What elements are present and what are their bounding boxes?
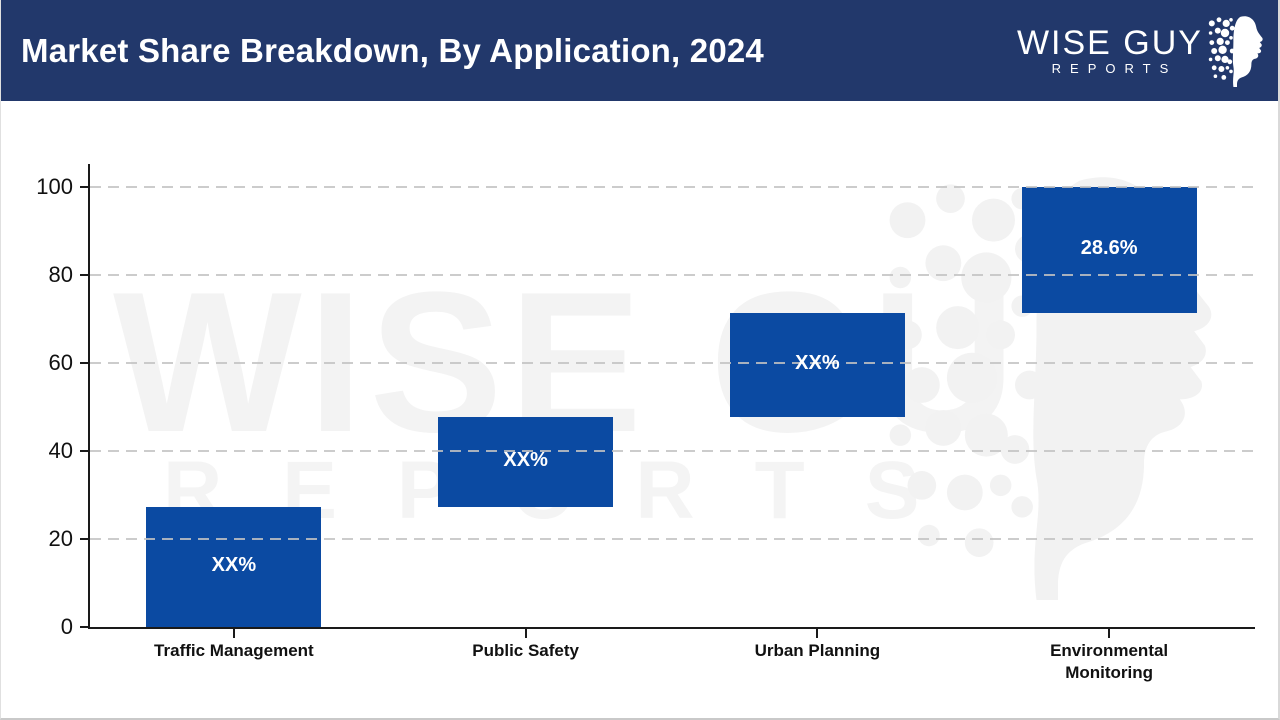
bar-value-label: XX% xyxy=(795,351,840,374)
y-tick-20 xyxy=(80,538,88,540)
chart-title: Market Share Breakdown, By Application, … xyxy=(21,31,764,69)
x-axis-line xyxy=(88,627,1255,629)
y-axis-line xyxy=(88,164,90,629)
brand-name: WISE GUY xyxy=(1016,23,1203,62)
gridline-y-20 xyxy=(90,538,1255,540)
x-tick-1 xyxy=(524,629,527,638)
bar-value-label: XX% xyxy=(503,449,548,471)
x-category-label: Traffic Management xyxy=(154,641,314,660)
x-category-label: Public Safety xyxy=(472,641,579,660)
y-tick-label: 0 xyxy=(60,614,73,639)
y-tick-label: 100 xyxy=(36,174,73,199)
brand-face-icon xyxy=(1207,7,1267,95)
y-tick-60 xyxy=(80,362,88,364)
brand-subtitle: REPORTS xyxy=(1051,60,1178,76)
y-tick-80 xyxy=(80,274,88,276)
y-tick-label: 40 xyxy=(48,438,73,463)
y-tick-100 xyxy=(80,186,88,188)
bar-value-label: 28.6% xyxy=(1080,236,1138,259)
x-category-label: Environmental Monitoring xyxy=(1050,641,1169,682)
header-bar: Market Share Breakdown, By Application, … xyxy=(1,0,1280,101)
bar-0 xyxy=(146,506,322,627)
y-tick-40 xyxy=(80,450,88,452)
gridline-y-100 xyxy=(90,186,1255,188)
brand-logo-text: WISE GUY REPORTS xyxy=(1017,25,1203,77)
y-tick-label: 80 xyxy=(48,262,73,287)
gridline-y-80 xyxy=(90,274,1255,276)
y-tick-0 xyxy=(80,626,88,628)
x-tick-2 xyxy=(816,629,819,638)
x-tick-3 xyxy=(1108,629,1111,638)
brand-logo: WISE GUY REPORTS xyxy=(1017,7,1280,95)
gridline-y-40 xyxy=(90,450,1255,452)
x-tick-0 xyxy=(232,629,235,638)
bar-value-label: XX% xyxy=(211,553,257,576)
bar-3 xyxy=(1021,187,1197,313)
y-tick-label: 20 xyxy=(48,526,73,551)
y-tick-label: 60 xyxy=(48,350,73,375)
bar-1 xyxy=(438,417,614,507)
gridline-y-60 xyxy=(90,362,1255,364)
x-category-label: Urban Planning xyxy=(754,641,881,660)
bar-2 xyxy=(729,312,905,418)
